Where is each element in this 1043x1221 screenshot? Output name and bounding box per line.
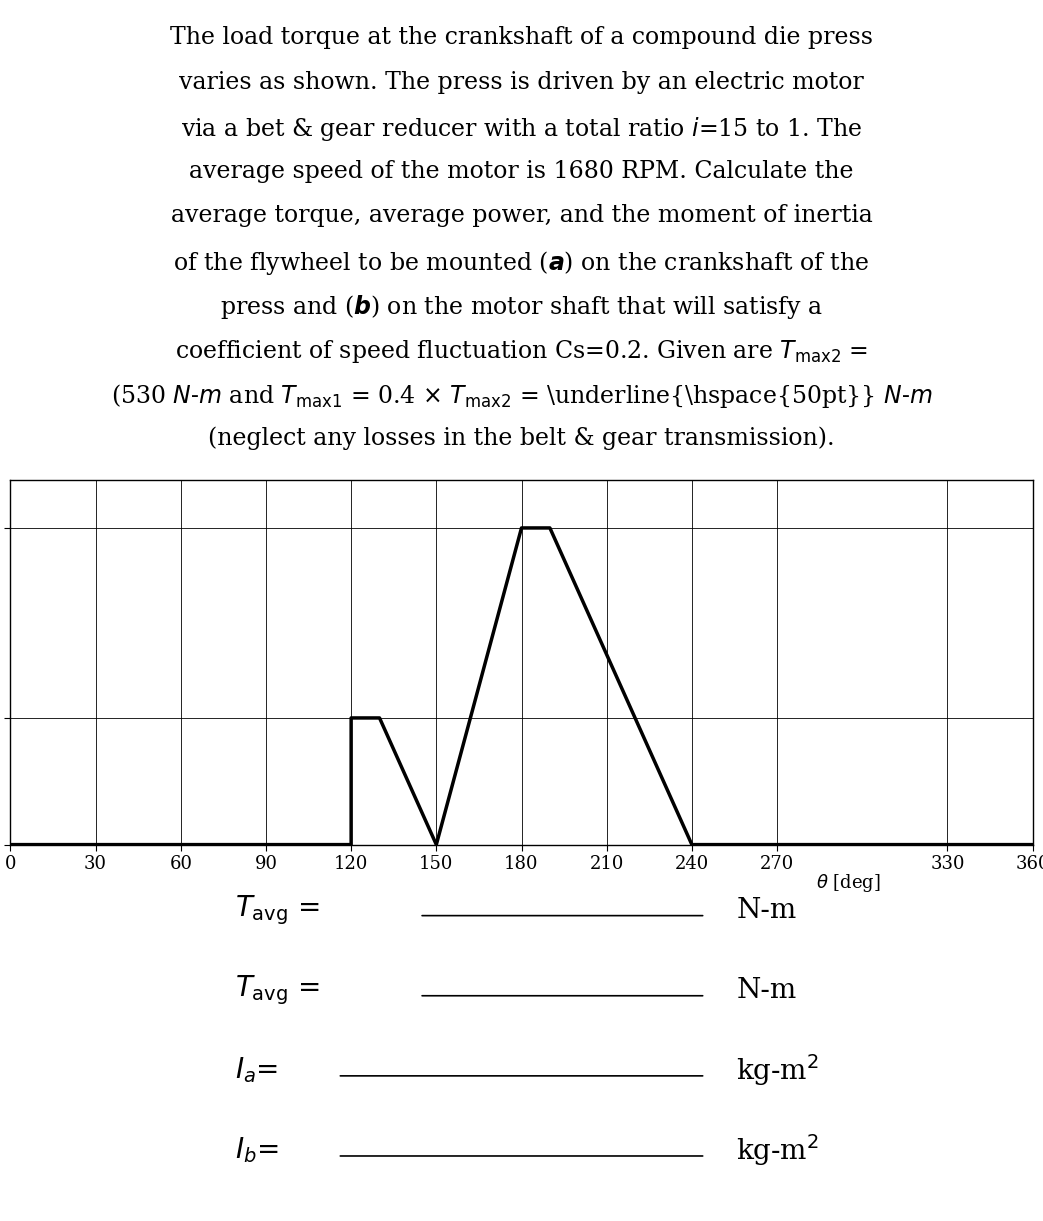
Text: (neglect any losses in the belt & gear transmission).: (neglect any losses in the belt & gear t… — [209, 426, 834, 451]
Text: average torque, average power, and the moment of inertia: average torque, average power, and the m… — [171, 204, 872, 227]
Text: varies as shown. The press is driven by an electric motor: varies as shown. The press is driven by … — [179, 71, 864, 94]
Text: via a bet & gear reducer with a total ratio $i$=15 to 1. The: via a bet & gear reducer with a total ra… — [180, 115, 863, 143]
Text: $I_a$=: $I_a$= — [236, 1055, 278, 1085]
Text: kg-m$^2$: kg-m$^2$ — [736, 1053, 819, 1088]
Text: coefficient of speed fluctuation Cs=0.2. Given are $T_{\mathrm{max2}}$ =: coefficient of speed fluctuation Cs=0.2.… — [175, 338, 868, 365]
Text: kg-m$^2$: kg-m$^2$ — [736, 1133, 819, 1168]
Text: $\theta$ [deg]: $\theta$ [deg] — [816, 872, 880, 894]
Text: (530 $N$-$m$ and $T_{\mathrm{max1}}$ = 0.4 $\times$ $T_{\mathrm{max2}}$ = \under: (530 $N$-$m$ and $T_{\mathrm{max1}}$ = 0… — [111, 382, 932, 410]
Text: $T_{\mathrm{avg}}$ =: $T_{\mathrm{avg}}$ = — [236, 894, 320, 927]
Text: The load torque at the crankshaft of a compound die press: The load torque at the crankshaft of a c… — [170, 27, 873, 49]
Text: press and ($\boldsymbol{b}$) on the motor shaft that will satisfy a: press and ($\boldsymbol{b}$) on the moto… — [220, 293, 823, 321]
Text: of the flywheel to be mounted ($\boldsymbol{a}$) on the crankshaft of the: of the flywheel to be mounted ($\boldsym… — [173, 249, 870, 277]
Text: N-m: N-m — [736, 977, 797, 1004]
Text: N-m: N-m — [736, 896, 797, 923]
Text: $I_b$=: $I_b$= — [236, 1136, 278, 1165]
Text: average speed of the motor is 1680 RPM. Calculate the: average speed of the motor is 1680 RPM. … — [189, 160, 854, 183]
Text: $T_{\mathrm{avg}}$ =: $T_{\mathrm{avg}}$ = — [236, 973, 320, 1007]
